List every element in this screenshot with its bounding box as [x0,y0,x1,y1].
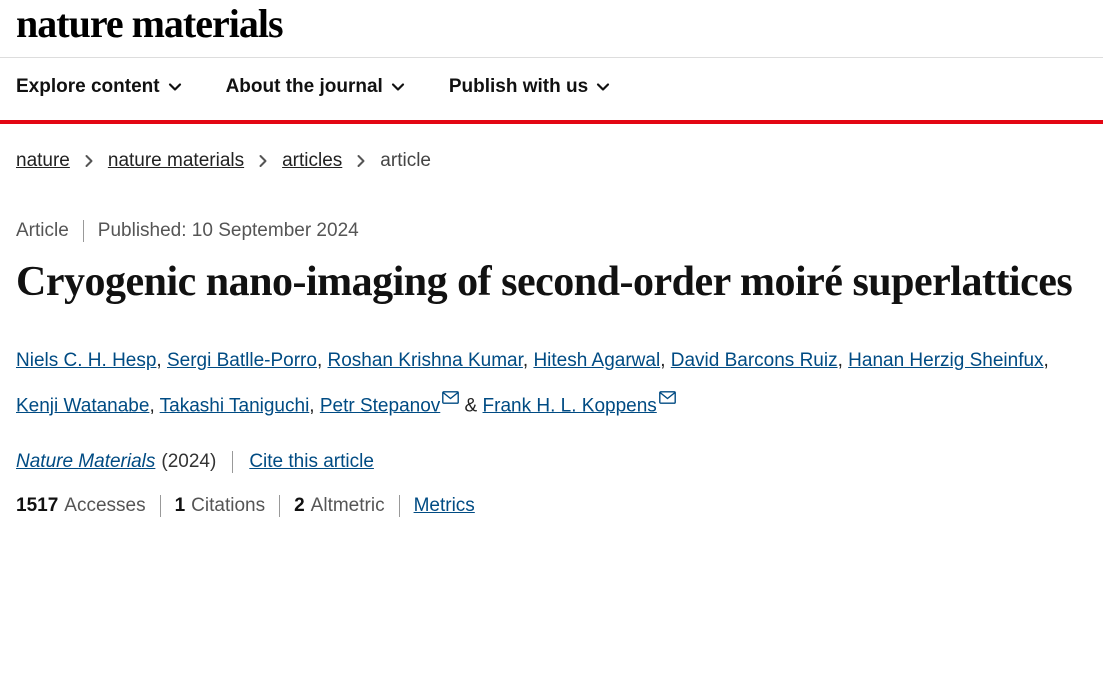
author-link[interactable]: Niels C. H. Hesp [16,350,156,371]
journal-year: (2024) [161,451,216,473]
breadcrumb-link[interactable]: articles [282,150,342,172]
nav-item[interactable]: Explore content [16,76,182,98]
chevron-right-icon [258,154,268,168]
metrics-divider [399,495,400,517]
author-link[interactable]: Frank H. L. Koppens [483,395,657,416]
mail-icon[interactable] [659,380,676,418]
nav-item[interactable]: Publish with us [449,76,610,98]
breadcrumb-link[interactable]: nature [16,150,70,172]
metric-accesses-value: 1517 [16,495,58,517]
metric-accesses: 1517 Accesses [16,495,146,517]
nav-item-label: About the journal [226,76,383,98]
nav-item-label: Publish with us [449,76,588,98]
chevron-down-icon [596,80,610,94]
article-title: Cryogenic nano-imaging of second-order m… [0,252,1103,308]
journal-divider [232,451,233,473]
author-link[interactable]: David Barcons Ruiz [671,350,838,371]
breadcrumb-link[interactable]: nature materials [108,150,244,172]
metric-citations-label: Citations [191,495,265,517]
nav-item[interactable]: About the journal [226,76,405,98]
published-date: Published: 10 September 2024 [98,220,359,242]
metrics-link[interactable]: Metrics [414,495,475,517]
metric-altmetric-label: Altmetric [311,495,385,517]
metrics-divider [279,495,280,517]
author-link[interactable]: Takashi Taniguchi [160,395,310,416]
brand-logo[interactable]: nature materials [0,0,1103,57]
chevron-right-icon [84,154,94,168]
author-link[interactable]: Hanan Herzig Sheinfux [848,350,1043,371]
cite-article-link[interactable]: Cite this article [249,451,374,473]
metric-altmetric-value: 2 [294,495,305,517]
chevron-down-icon [391,80,405,94]
author-link[interactable]: Sergi Batlle-Porro [167,350,317,371]
chevron-down-icon [168,80,182,94]
mail-icon[interactable] [442,380,459,418]
metrics-divider [160,495,161,517]
primary-nav-wrap: Explore content About the journal Publish … [0,57,1103,124]
article-meta: Article Published: 10 September 2024 [0,172,1103,252]
journal-citation-row: Nature Materials (2024) Cite this articl… [0,425,1103,473]
author-link[interactable]: Hitesh Agarwal [533,350,660,371]
nav-item-label: Explore content [16,76,160,98]
author-list: Niels C. H. Hesp, Sergi Batlle-Porro, Ro… [0,308,1103,425]
author-link[interactable]: Roshan Krishna Kumar [328,350,523,371]
breadcrumb: nature nature materials articles article [0,124,1103,172]
metric-accesses-label: Accesses [64,495,145,517]
breadcrumb-current: article [380,150,431,172]
metric-citations: 1 Citations [175,495,266,517]
article-type: Article [16,220,69,242]
author-link[interactable]: Petr Stepanov [320,395,440,416]
author-link[interactable]: Kenji Watanabe [16,395,149,416]
chevron-right-icon [356,154,366,168]
metrics-row: 1517 Accesses 1 Citations 2 Altmetric Me… [0,473,1103,537]
primary-nav: Explore content About the journal Publish … [0,58,1103,120]
meta-divider [83,220,84,242]
metric-altmetric: 2 Altmetric [294,495,384,517]
metric-citations-value: 1 [175,495,186,517]
journal-link[interactable]: Nature Materials [16,451,155,473]
